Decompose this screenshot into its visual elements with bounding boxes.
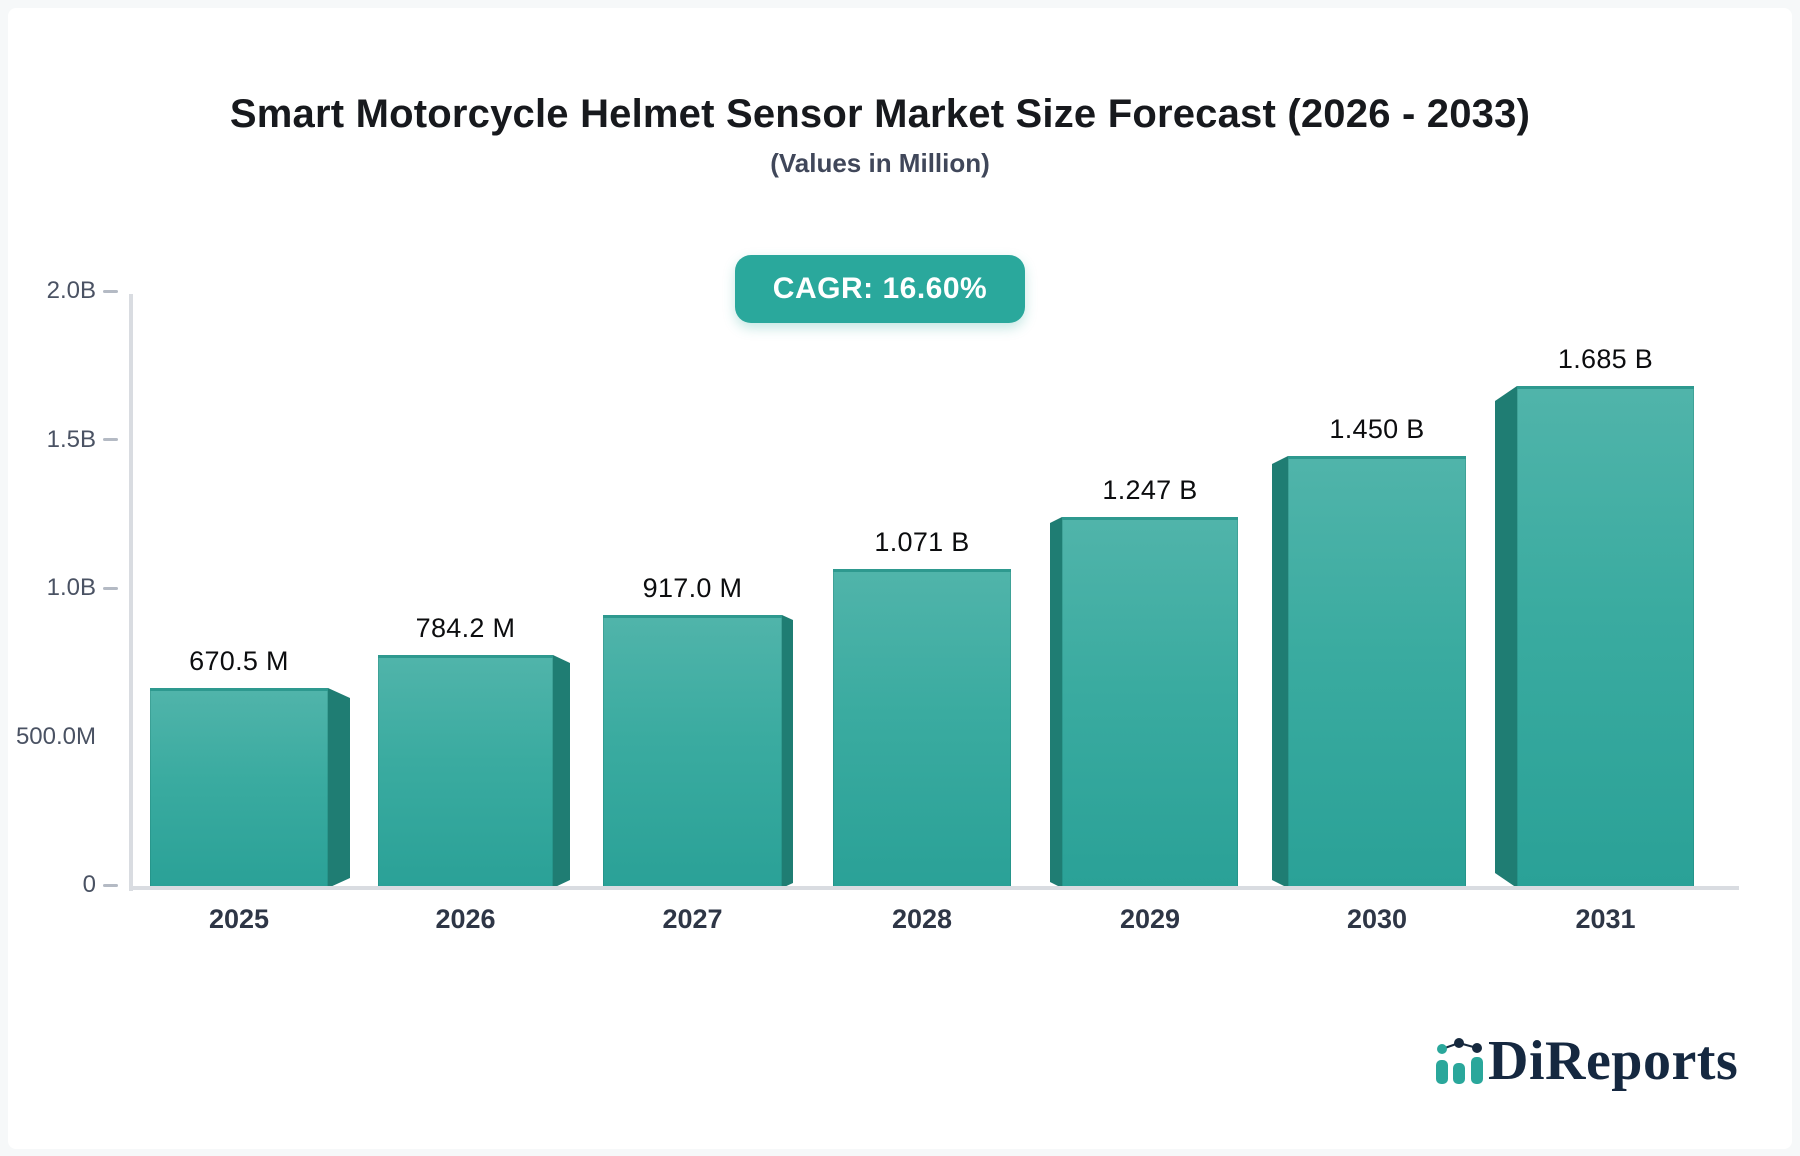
y-axis-tick-label: 2.0B	[46, 277, 96, 304]
x-axis-label-2029: 2029	[1119, 904, 1181, 934]
y-axis-tick-label: 1.5B	[46, 425, 96, 453]
x-axis-label-2028: 2028	[891, 904, 953, 934]
direports-logo-text: DiReports	[1488, 1030, 1739, 1092]
y-axis-tick-label: 0	[82, 871, 96, 898]
bar-value-label-2027: 917.0 M	[642, 573, 743, 603]
y-axis-tick-mark	[103, 289, 118, 293]
bar-2031-3d-side	[1495, 386, 1517, 888]
bar-2031[interactable]	[1517, 386, 1694, 888]
y-axis-line	[129, 294, 133, 891]
y-axis-tick-label: 1.0B	[46, 574, 96, 601]
bar-chart-with-line-icon	[1436, 1038, 1483, 1084]
x-axis-label-2026: 2026	[435, 904, 496, 934]
bar-2027[interactable]	[603, 615, 782, 888]
bar-2027-3d-side	[782, 615, 793, 888]
bar-value-label-2025: 670.5 M	[189, 646, 289, 676]
bar-2030[interactable]	[1288, 456, 1466, 888]
x-axis-label-2031: 2031	[1575, 904, 1636, 934]
bar-2029-3d-side	[1050, 517, 1062, 888]
cagr-badge: CAGR: 16.60%	[734, 255, 1026, 323]
x-axis-label-2025: 2025	[208, 904, 270, 934]
y-axis-tick-mark	[103, 883, 118, 887]
bar-value-label-2030: 1.450 B	[1329, 414, 1425, 444]
y-axis-tick-mark	[103, 438, 118, 441]
y-axis-tick-label: 500.0M	[15, 722, 96, 750]
bar-2025-3d-side	[328, 688, 350, 888]
bar-2029[interactable]	[1062, 517, 1238, 888]
bar-2026[interactable]	[378, 655, 553, 888]
chart-subtitle: (Values in Million)	[770, 148, 990, 178]
chart-header: Smart Motorcycle Helmet Sensor Market Si…	[60, 90, 1700, 178]
bar-2025[interactable]	[150, 688, 328, 888]
chart-title: Smart Motorcycle Helmet Sensor Market Si…	[229, 92, 1531, 136]
x-axis-label-2027: 2027	[662, 904, 723, 934]
x-axis-label-2030: 2030	[1346, 904, 1408, 934]
bar-value-label-2026: 784.2 M	[415, 613, 516, 643]
bar-value-label-2028: 1.071 B	[874, 527, 970, 557]
bar-2026-3d-side	[553, 655, 570, 888]
bar-2028[interactable]	[833, 569, 1011, 888]
cagr-badge-row: CAGR: 16.60%	[60, 255, 1700, 323]
bar-value-label-2031: 1.685 B	[1557, 344, 1654, 374]
direports-logo: DiReports	[1428, 1030, 1738, 1096]
bar-2030-3d-side	[1272, 456, 1288, 888]
x-axis-line	[129, 886, 1739, 890]
y-axis-tick-mark	[103, 586, 118, 590]
bar-value-label-2029: 1.247 B	[1102, 475, 1198, 505]
